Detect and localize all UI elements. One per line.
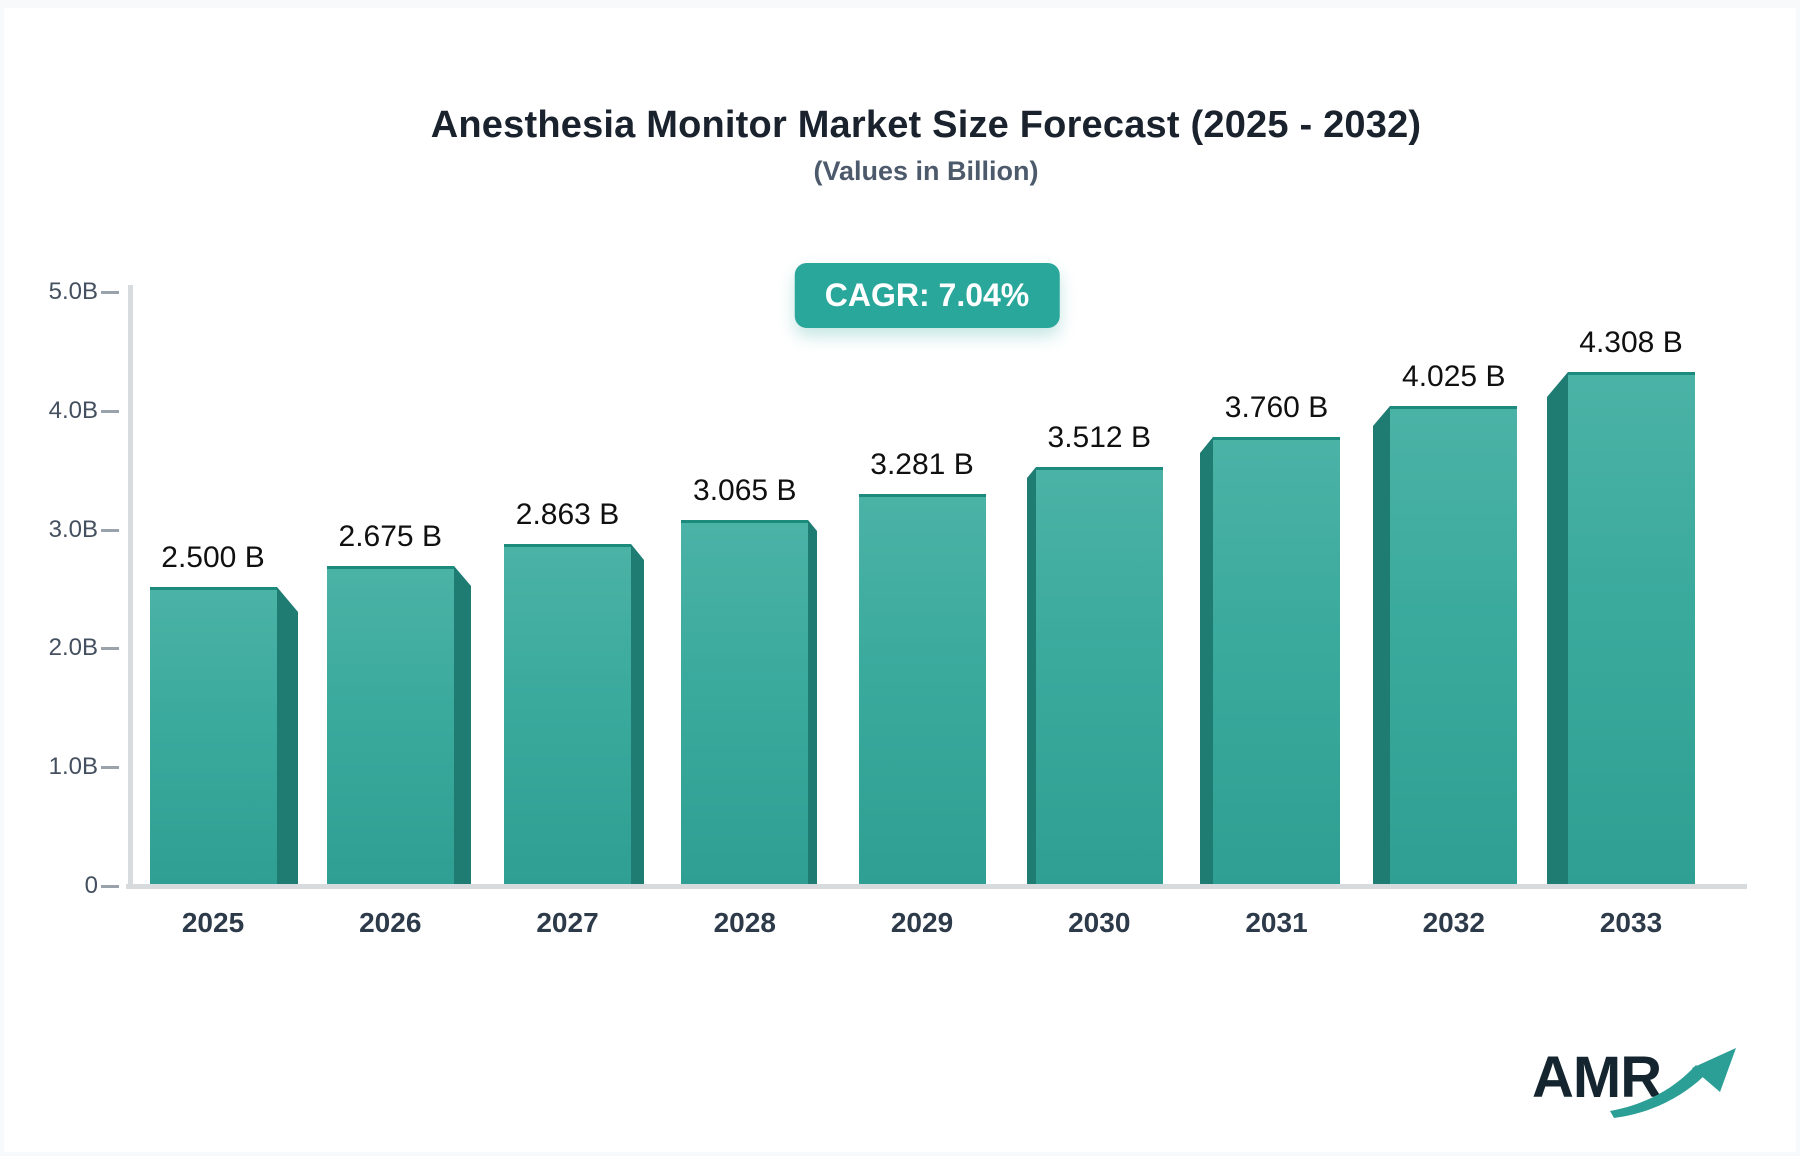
bar-side-face-2032 — [1373, 406, 1390, 884]
bar-value-label-2032: 4.025 B — [1402, 360, 1506, 393]
y-axis-line — [128, 285, 133, 889]
bar-2031[interactable] — [1213, 437, 1340, 884]
y-axis-tick-label: 0 — [84, 872, 98, 899]
y-axis-tick-mark — [101, 528, 119, 532]
y-axis-tick-mark — [101, 409, 119, 413]
y-axis-tick-mark — [101, 647, 119, 651]
y-axis-tick-label: 2.0B — [48, 634, 98, 662]
bar-2025[interactable] — [150, 587, 277, 884]
bar-side-face-2028 — [808, 520, 817, 884]
bar-value-label-2028: 3.065 B — [693, 474, 797, 507]
y-axis-tick-label: 4.0B — [48, 396, 98, 424]
x-axis-label-2027: 2027 — [536, 907, 599, 938]
y-axis-tick-label: 1.0B — [48, 753, 98, 781]
bar-value-label-2031: 3.760 B — [1224, 391, 1329, 424]
bar-value-label-2026: 2.675 B — [338, 520, 442, 553]
bar-2028[interactable] — [681, 520, 808, 884]
bar-value-label-2030: 3.512 B — [1047, 421, 1151, 454]
y-axis-tick-mark — [101, 766, 119, 770]
bar-2030[interactable] — [1036, 467, 1163, 884]
cagr-badge: CAGR: 7.04% — [794, 263, 1060, 328]
x-axis-label-2030: 2030 — [1068, 907, 1131, 938]
chart-card: Anesthesia Monitor Market Size Forecast … — [4, 8, 1796, 1152]
bar-side-face-2027 — [631, 544, 644, 884]
x-axis-label-2026: 2026 — [359, 907, 422, 938]
bar-value-label-2029: 3.281 B — [870, 448, 974, 481]
x-axis-label-2033: 2033 — [1599, 907, 1663, 938]
x-axis-label-2032: 2032 — [1422, 907, 1485, 938]
bar-2032[interactable] — [1390, 406, 1517, 884]
y-axis-tick-mark — [101, 291, 119, 294]
chart-title: Anesthesia Monitor Market Size Forecast … — [430, 104, 1422, 146]
amr-logo: AMR — [1532, 1044, 1752, 1134]
bar-side-face-2030 — [1027, 467, 1036, 884]
bar-value-label-2033: 4.308 B — [1579, 326, 1683, 359]
bar-2029[interactable] — [859, 494, 986, 884]
growth-arrow-icon — [1610, 1048, 1736, 1118]
bar-2026[interactable] — [327, 566, 454, 884]
chart-subtitle: (Values in Billion) — [813, 156, 1039, 186]
bar-2027[interactable] — [504, 544, 631, 884]
x-axis-label-2029: 2029 — [890, 907, 954, 938]
x-axis-label-2028: 2028 — [713, 907, 776, 938]
x-axis-line — [126, 884, 1747, 889]
amr-logo-text: AMR — [1532, 1045, 1662, 1110]
bar-value-label-2025: 2.500 B — [161, 541, 265, 574]
bar-side-face-2025 — [277, 587, 298, 884]
bar-2033[interactable] — [1568, 372, 1695, 884]
bar-side-face-2033 — [1547, 372, 1568, 884]
bar-side-face-2031 — [1200, 437, 1213, 884]
x-axis-label-2025: 2025 — [181, 907, 245, 938]
y-axis-tick-label: 3.0B — [48, 515, 98, 543]
bar-side-face-2026 — [454, 566, 471, 884]
y-axis-tick-mark — [101, 885, 119, 888]
x-axis-label-2031: 2031 — [1245, 907, 1308, 938]
y-axis-tick-label: 5.0B — [48, 278, 98, 305]
bar-value-label-2027: 2.863 B — [515, 498, 620, 531]
